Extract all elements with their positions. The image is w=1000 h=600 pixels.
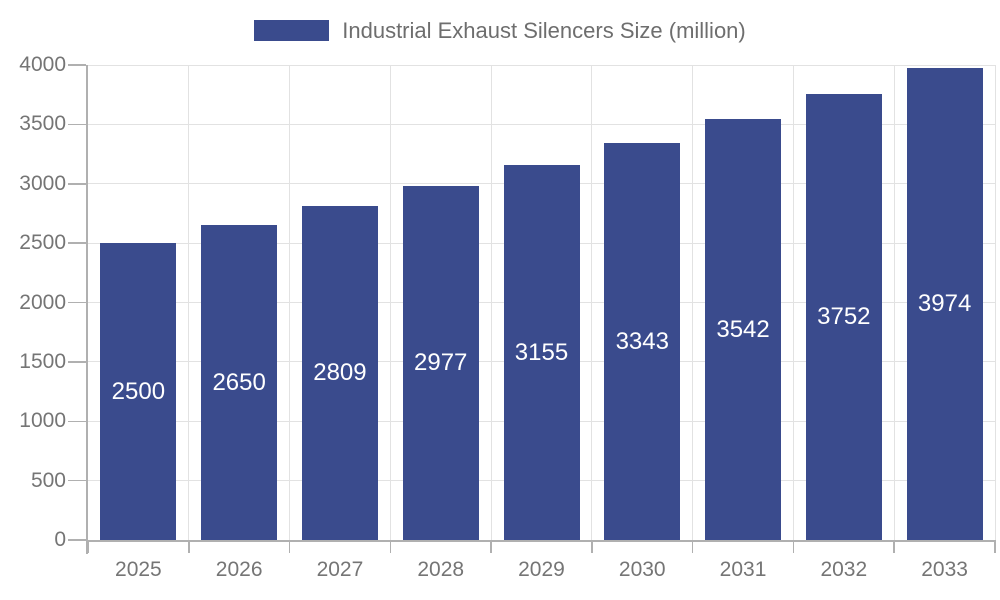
y-axis-line: [86, 65, 88, 554]
y-axis-label: 2000: [19, 290, 66, 314]
bar-value-label: 3542: [716, 315, 770, 343]
x-axis-line: [86, 540, 995, 542]
x-axis-label-2028: 2028: [417, 558, 465, 581]
x-axis-tick: [792, 540, 795, 553]
y-axis-tick: [68, 64, 86, 66]
x-axis-label-2029: 2029: [518, 558, 565, 581]
y-axis-label: 4000: [19, 53, 66, 76]
x-axis-label-2032: 2032: [820, 558, 868, 581]
legend-swatch: [254, 20, 330, 41]
gridline-vertical: [389, 65, 391, 540]
bar-value-label: 3752: [817, 303, 871, 331]
y-axis-label: 500: [30, 468, 66, 492]
y-axis-tick: [68, 539, 86, 541]
y-axis-tick: [68, 123, 86, 126]
bar-value-label: 3155: [514, 338, 569, 366]
y-axis-tick: [68, 242, 86, 244]
chart-legend[interactable]: Industrial Exhaust Silencers Size (milli…: [0, 19, 1000, 42]
bar-2028[interactable]: 2977: [402, 186, 479, 540]
bar-2033[interactable]: 3974: [906, 68, 983, 540]
bar-2027[interactable]: 2809: [301, 206, 378, 540]
x-axis-tick: [591, 540, 593, 553]
gridline-vertical: [893, 65, 895, 540]
x-axis-tick: [490, 540, 492, 553]
bar-2026[interactable]: 2650: [201, 225, 278, 540]
gridline-vertical: [692, 65, 694, 540]
gridline-vertical: [792, 65, 794, 540]
x-axis-tick: [87, 540, 89, 553]
y-axis-label: 0: [54, 528, 66, 551]
x-axis-label-2033: 2033: [921, 558, 968, 581]
gridline-vertical: [591, 65, 593, 540]
y-axis-label: 1000: [19, 409, 66, 433]
x-axis-label-2030: 2030: [618, 558, 666, 581]
plot-area: 2500 2650 2809 2977 3155 3343 3542 3752 3974: [68, 64, 996, 554]
y-axis-label: 1500: [19, 349, 66, 373]
bar-2029[interactable]: 3155: [503, 165, 580, 540]
y-axis-label: 2500: [19, 231, 66, 255]
x-axis-tick: [691, 540, 694, 553]
bar-2025[interactable]: 2500: [100, 243, 177, 540]
gridline-vertical: [188, 65, 190, 540]
x-axis-label-2026: 2026: [215, 558, 263, 581]
y-axis-tick: [68, 479, 86, 482]
bar-value-label: 2650: [212, 368, 266, 396]
bar-value-label: 2809: [313, 359, 367, 387]
x-axis-tick: [893, 540, 895, 553]
gridline-vertical: [490, 65, 492, 540]
gridline-horizontal: [88, 64, 995, 66]
y-axis-label: 3000: [19, 171, 66, 195]
x-axis-label-2027: 2027: [316, 558, 364, 581]
bar-2032[interactable]: 3752: [805, 94, 882, 540]
bar-2031[interactable]: 3542: [705, 119, 782, 540]
y-axis-label: 3500: [19, 112, 66, 136]
x-axis-tick: [288, 540, 291, 553]
y-axis-tick: [68, 301, 86, 304]
x-axis-label-2025: 2025: [115, 558, 162, 581]
y-axis-tick: [68, 183, 86, 185]
x-axis-tick: [389, 540, 392, 553]
legend-label: Industrial Exhaust Silencers Size (milli…: [342, 18, 746, 43]
bar-value-label: 3343: [615, 327, 669, 355]
gridline-vertical: [994, 65, 996, 540]
y-axis-tick: [68, 361, 86, 363]
x-axis-tick: [188, 540, 190, 553]
x-axis-tick: [994, 540, 996, 553]
bar-value-label: 2977: [414, 349, 468, 377]
gridline-horizontal: [88, 123, 995, 125]
bar-value-label: 3974: [917, 290, 972, 318]
y-axis-tick: [68, 420, 86, 422]
bar-value-label: 2500: [111, 377, 166, 405]
x-axis-label-2031: 2031: [719, 558, 767, 581]
gridline-vertical: [289, 65, 291, 540]
bar-2030[interactable]: 3343: [604, 143, 681, 540]
